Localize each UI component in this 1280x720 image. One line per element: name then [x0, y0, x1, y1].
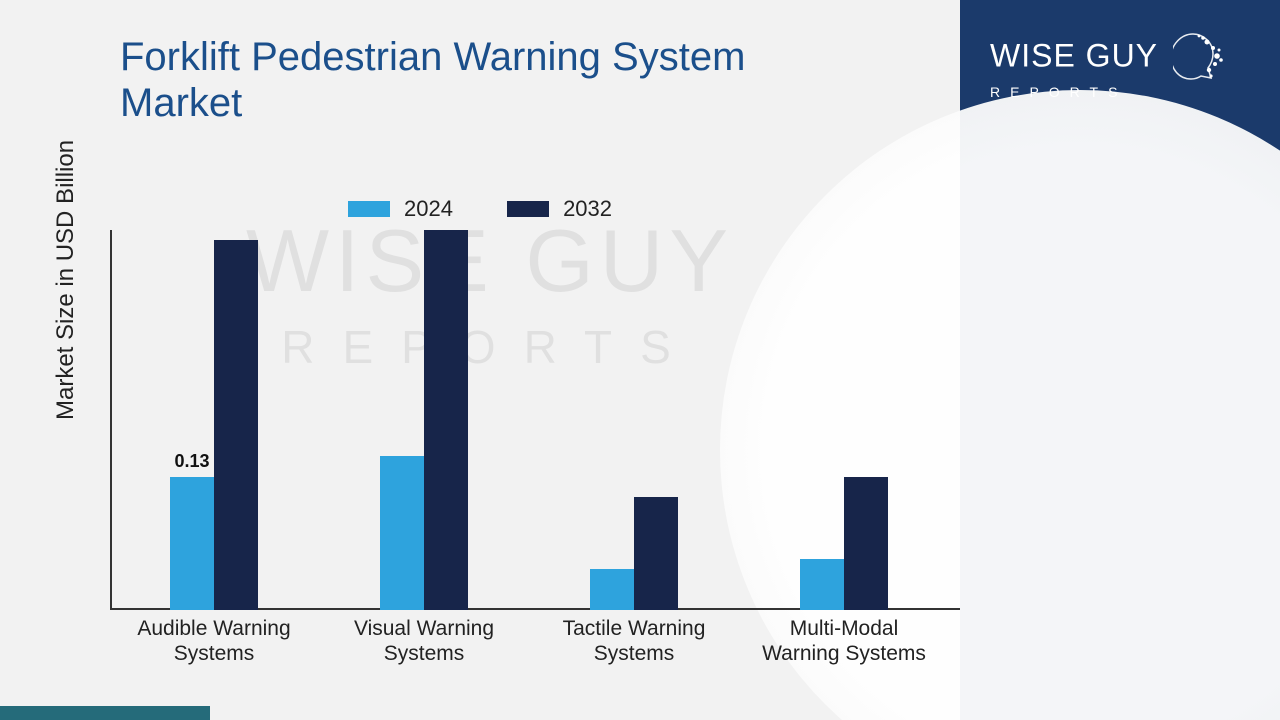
bar	[844, 477, 888, 611]
legend-label-2032: 2032	[563, 196, 612, 222]
legend-swatch-2032	[507, 201, 549, 217]
brand-tagline: REPORTS	[990, 84, 1250, 100]
bar	[214, 240, 258, 610]
category-label: Audible Warning Systems	[122, 616, 306, 666]
legend-item-2032: 2032	[507, 196, 612, 222]
brand-name: WISE GUY	[990, 37, 1157, 73]
legend-swatch-2024	[348, 201, 390, 217]
legend: 2024 2032	[0, 196, 960, 223]
legend-label-2024: 2024	[404, 196, 453, 222]
category-label: Tactile Warning Systems	[542, 616, 726, 666]
bar	[800, 559, 844, 610]
bar	[590, 569, 634, 610]
bar	[380, 456, 424, 610]
bar	[424, 230, 468, 610]
accent-bottom-bar	[0, 706, 210, 720]
chart-title: Forklift Pedestrian Warning System Marke…	[120, 34, 840, 126]
bar-groups-container: Audible Warning SystemsVisual Warning Sy…	[110, 230, 960, 610]
y-axis-label: Market Size in USD Billion	[52, 140, 80, 420]
bar	[170, 477, 214, 611]
bar	[634, 497, 678, 610]
category-label: Visual Warning Systems	[332, 616, 516, 666]
brand-logo: WISE GUY REPORTS	[990, 30, 1250, 100]
page-root: WISE GUY REPORTS Forklift Pedestrian War…	[0, 0, 1280, 720]
category-label: Multi-Modal Warning Systems	[752, 616, 936, 666]
chart-area: Audible Warning SystemsVisual Warning Sy…	[110, 230, 960, 610]
legend-item-2024: 2024	[348, 196, 453, 222]
brand-head-icon	[1173, 30, 1229, 86]
bar-value-label: 0.13	[174, 451, 209, 472]
